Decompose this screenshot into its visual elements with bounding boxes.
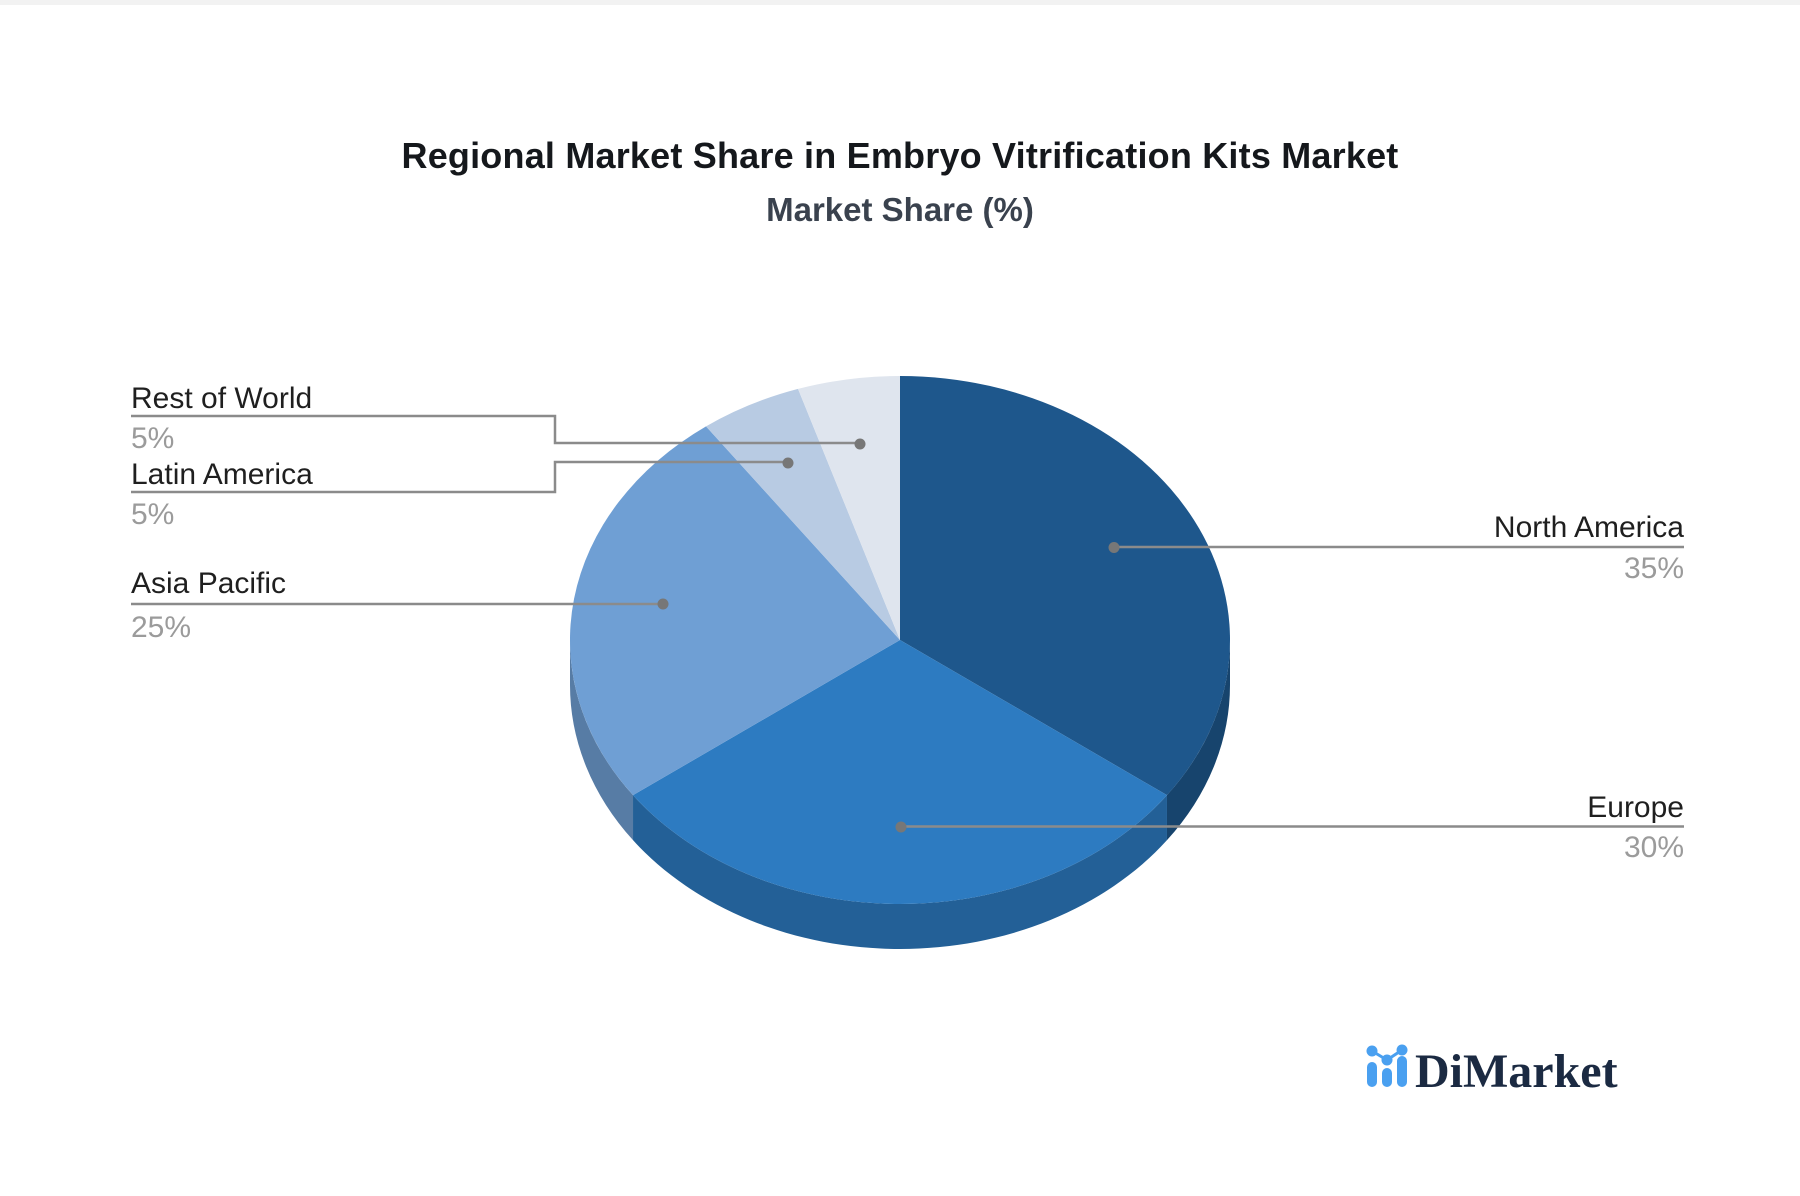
logo-bar-icon [1397, 1056, 1407, 1087]
leader-dot-north-america [1108, 542, 1120, 553]
slice-value-north-america: 35% [1624, 552, 1684, 585]
logo-bar-icon [1382, 1068, 1392, 1087]
pie-slice-latin-america[interactable] [706, 388, 900, 640]
slice-label-asia-pacific: Asia Pacific [131, 567, 286, 600]
leader-line-rest-of-world [131, 414, 860, 445]
slice-label-rest-of-world: Rest of World [131, 382, 312, 415]
slice-label-europe: Europe [1587, 791, 1684, 824]
pie-slice-north-america[interactable] [900, 376, 1231, 796]
window-top-edge [0, 0, 1800, 5]
chart-title: Regional Market Share in Embryo Vitrific… [401, 135, 1399, 176]
slice-value-asia-pacific: 25% [131, 611, 191, 644]
slice-value-europe: 30% [1624, 831, 1684, 864]
leader-dot-rest-of-world [854, 438, 866, 450]
pie-slice-europe[interactable] [633, 640, 1167, 905]
logo-trend-dot-icon [1381, 1054, 1393, 1066]
leader-line-latin-america [131, 460, 788, 494]
logo-trend-dot-icon [1396, 1044, 1408, 1056]
logo-bar-icon [1367, 1062, 1377, 1087]
dimarket-logo-text: DiMarket [1415, 1045, 1618, 1098]
pie-slice-side-north-america [1166, 640, 1230, 841]
pie-slice-side-asia-pacific [570, 640, 634, 841]
slice-label-latin-america: Latin America [131, 458, 313, 491]
pie-slice-asia-pacific[interactable] [569, 426, 900, 796]
slice-label-north-america: North America [1494, 511, 1684, 544]
logo-trend-dot-icon [1366, 1045, 1378, 1057]
slice-value-rest-of-world: 5% [131, 422, 174, 455]
leader-dot-asia-pacific [657, 598, 669, 610]
leader-dot-europe [895, 821, 907, 833]
chart-subtitle: Market Share (%) [766, 191, 1034, 228]
leader-dot-latin-america [782, 457, 794, 469]
slice-value-latin-america: 5% [131, 498, 174, 531]
pie-slice-side-europe [633, 795, 1167, 950]
